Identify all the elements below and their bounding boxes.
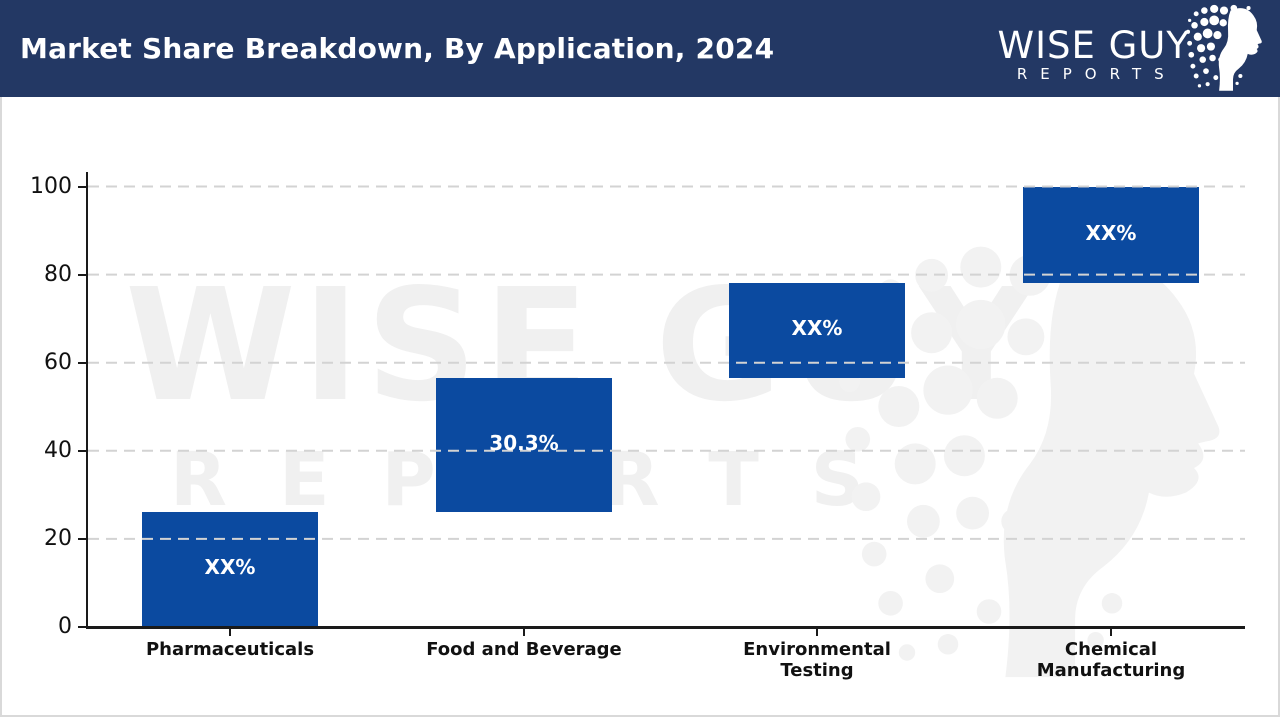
wiseguy-logo: WISE GUY REPORTS (998, 4, 1272, 94)
bar-pharmaceuticals (142, 511, 318, 627)
y-tick-mark (78, 361, 86, 364)
x-category-label: Pharmaceuticals (145, 639, 315, 660)
y-tick-label: 40 (44, 437, 72, 463)
x-tick-mark (523, 629, 525, 636)
chart-title: Market Share Breakdown, By Application, … (20, 32, 775, 65)
bar-chemical-manufacturing (1023, 186, 1199, 283)
y-tick-mark (78, 626, 86, 628)
bar-value-label: XX% (791, 316, 843, 341)
right-border-line (1278, 97, 1280, 717)
y-tick-label: 20 (44, 525, 72, 551)
bar-food-and-beverage (436, 378, 612, 512)
x-tick-mark (1110, 629, 1112, 636)
x-category-label: Environmental Testing (743, 639, 891, 681)
y-tick-label: 0 (58, 614, 72, 639)
y-tick-mark (78, 185, 86, 188)
x-category-label: Food and Beverage (426, 639, 622, 660)
logo-text: WISE GUY REPORTS (998, 27, 1190, 82)
x-tick-mark (229, 629, 231, 636)
bar-value-label: 30.3% (489, 430, 559, 455)
y-tick-mark (78, 273, 86, 276)
y-axis-line (86, 172, 88, 629)
y-tick-label: 100 (30, 173, 72, 199)
header-band: Market Share Breakdown, By Application, … (0, 0, 1280, 97)
y-tick-label: 80 (44, 261, 72, 287)
logo-wordmark: WISE GUY (997, 23, 1190, 67)
x-tick-mark (816, 629, 818, 636)
x-axis-line (86, 626, 1245, 629)
bar-value-label: XX% (204, 555, 256, 580)
bottom-border-line (0, 715, 1280, 717)
bar-value-label: XX% (1085, 220, 1137, 245)
left-border-line (0, 97, 2, 717)
face-dots-icon (1176, 4, 1272, 94)
y-tick-mark (78, 449, 86, 452)
logo-subtext: REPORTS (1016, 64, 1177, 83)
y-tick-label: 60 (44, 349, 72, 375)
x-category-label: Chemical Manufacturing (1036, 639, 1186, 681)
y-tick-mark (78, 537, 86, 540)
